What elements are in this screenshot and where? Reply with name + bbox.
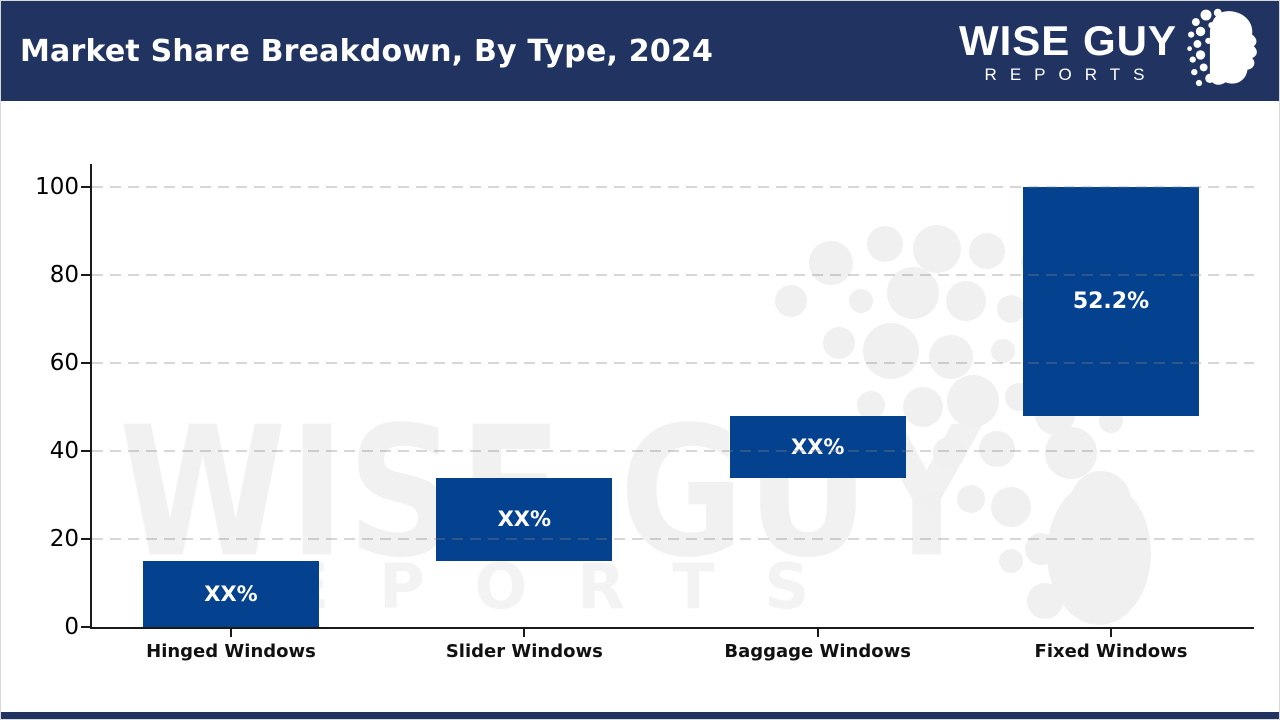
header-band: Market Share Breakdown, By Type, 2024 WI… bbox=[1, 1, 1279, 101]
y-tick-label: 80 bbox=[49, 261, 79, 288]
bar-value-label: XX% bbox=[204, 581, 258, 606]
x-category-label: Fixed Windows bbox=[1034, 641, 1188, 662]
grid-line bbox=[92, 361, 1254, 364]
y-tick-label: 60 bbox=[49, 349, 79, 376]
bar: XX% bbox=[143, 560, 319, 627]
x-tick-mark bbox=[523, 629, 526, 637]
y-axis-line bbox=[90, 164, 92, 629]
y-tick-label: 20 bbox=[49, 525, 79, 552]
grid-line bbox=[92, 273, 1254, 276]
y-tick-mark bbox=[81, 626, 91, 628]
logo-face-icon bbox=[1187, 8, 1257, 87]
x-tick-mark bbox=[816, 629, 819, 637]
y-tick-label: 100 bbox=[35, 173, 79, 200]
chart-title: Market Share Breakdown, By Type, 2024 bbox=[20, 33, 714, 69]
x-category-label: Slider Windows bbox=[445, 641, 603, 662]
wise-guy-reports-logo: WISE GUY REPORTS bbox=[959, 8, 1267, 94]
logo-wordmark: WISE GUY bbox=[958, 16, 1177, 64]
bar-value-label: XX% bbox=[497, 507, 552, 532]
grid-line bbox=[92, 185, 1254, 188]
x-axis-line bbox=[90, 627, 1254, 629]
bar: XX% bbox=[729, 416, 906, 478]
x-category-label: Hinged Windows bbox=[146, 641, 316, 662]
x-tick-mark bbox=[230, 629, 232, 637]
footer-band bbox=[1, 712, 1279, 719]
y-tick-mark bbox=[81, 449, 91, 452]
bar: XX% bbox=[436, 477, 613, 561]
x-category-label: Baggage Windows bbox=[724, 641, 911, 662]
y-tick-mark bbox=[81, 361, 91, 364]
grid-line bbox=[92, 537, 1254, 540]
bar-value-label: 52.2% bbox=[1072, 288, 1150, 314]
logo-subtitle: REPORTS bbox=[984, 64, 1158, 84]
y-tick-mark bbox=[81, 273, 91, 276]
bar: 52.2% bbox=[1022, 186, 1199, 417]
y-tick-mark bbox=[81, 537, 91, 540]
bar-value-label: XX% bbox=[790, 435, 845, 460]
logo-text: WISE GUY REPORTS bbox=[958, 16, 1177, 84]
y-tick-label: 0 bbox=[64, 614, 79, 640]
grid-line bbox=[92, 449, 1254, 452]
y-tick-mark bbox=[81, 185, 91, 188]
x-tick-mark bbox=[1109, 629, 1112, 637]
y-tick-label: 40 bbox=[49, 437, 79, 464]
